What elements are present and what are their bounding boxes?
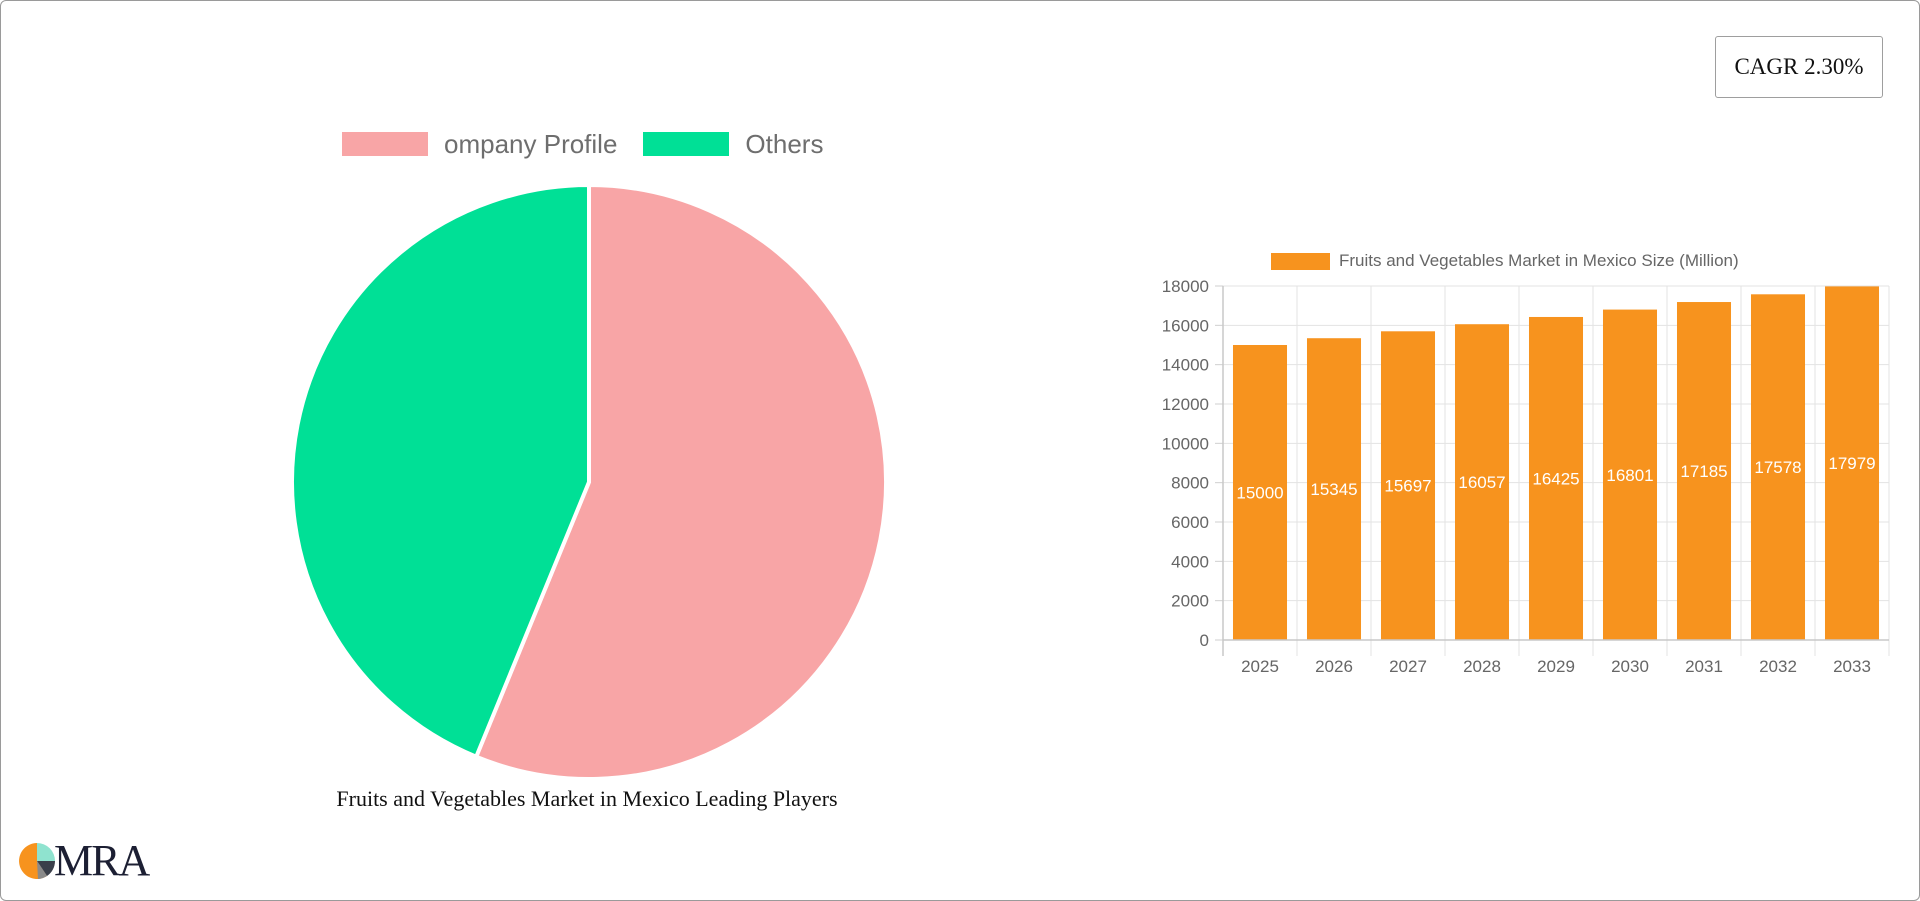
legend-label: Others bbox=[745, 128, 824, 159]
legend-label: Fruits and Vegetables Market in Mexico S… bbox=[1339, 251, 1739, 270]
legend-swatch-market-size bbox=[1271, 252, 1330, 270]
pie-legend-item-company-profile[interactable]: ompany Profile bbox=[342, 129, 617, 160]
pie-caption: Fruits and Vegetables Market in Mexico L… bbox=[336, 786, 838, 811]
cagr-badge: CAGR 2.30% bbox=[1715, 36, 1883, 98]
legend-label: ompany Profile bbox=[444, 128, 618, 159]
pie-legend-item-others[interactable]: Others bbox=[643, 129, 823, 160]
bar-legend[interactable]: Fruits and Vegetables Market in Mexico S… bbox=[1271, 251, 1739, 271]
pie-logo-icon bbox=[19, 843, 56, 879]
mra-logo: MRA bbox=[18, 836, 150, 885]
legend-swatch-others bbox=[643, 132, 730, 156]
logo-text: MRA bbox=[54, 836, 150, 885]
pie-legend: ompany Profile Others bbox=[342, 128, 849, 160]
legend-swatch-company-profile bbox=[342, 132, 428, 156]
